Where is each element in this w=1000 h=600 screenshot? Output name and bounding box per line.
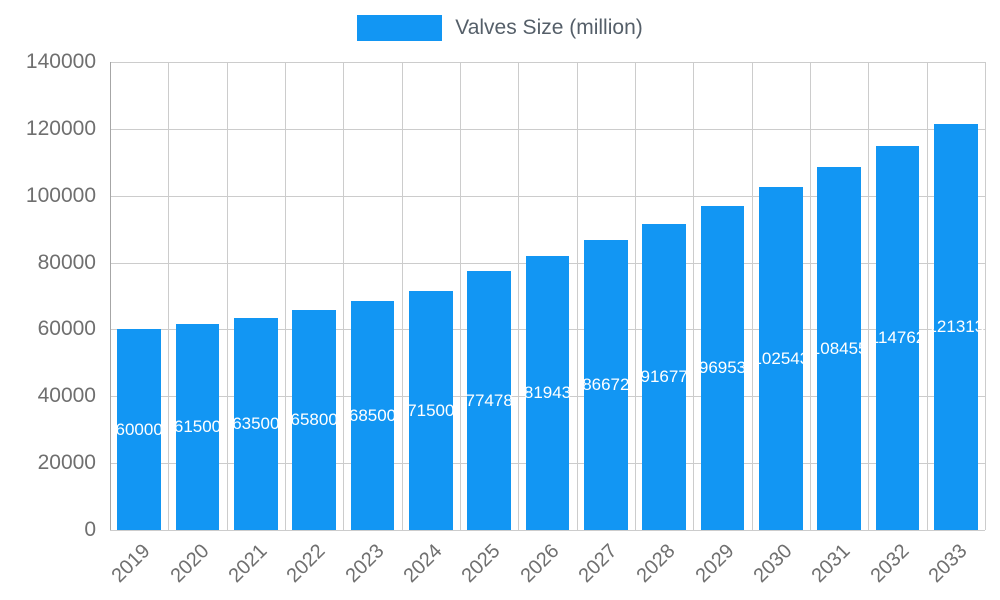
x-axis-tick-label: 2030: [749, 540, 797, 588]
legend-swatch-icon[interactable]: [357, 15, 443, 41]
v-gridline: [985, 62, 986, 530]
x-axis-tick-label: 2028: [632, 540, 680, 588]
bar-value-label: 68500: [348, 405, 397, 425]
bar-value-label: 77478: [465, 390, 513, 410]
bar: [583, 240, 628, 530]
bar-value-label: 61500: [173, 417, 222, 437]
v-gridline: [693, 62, 695, 530]
bar-value-label: 63500: [232, 413, 280, 433]
bar: [408, 291, 453, 530]
bar: [467, 271, 512, 530]
v-gridline: [635, 62, 636, 530]
x-axis-tick-label: 2021: [224, 540, 272, 588]
x-axis-tick-label: 2032: [866, 540, 914, 588]
v-gridline: [401, 62, 403, 530]
y-axis-tick-label: 40000: [37, 384, 96, 408]
bar: [292, 310, 337, 530]
x-axis-tick-label: 2020: [166, 540, 214, 588]
bar: [758, 187, 803, 530]
plot-area: 60000 61500 63500 65800 68500 71500 77478 81943…: [110, 62, 986, 531]
v-gridline: [576, 62, 578, 530]
v-gridline: [751, 62, 753, 530]
bar: [350, 301, 395, 530]
x-axis-tick-label: 2025: [457, 540, 505, 588]
y-axis-tick-label: 100000: [25, 183, 96, 207]
x-axis-tick-label: 2031: [807, 540, 855, 588]
y-axis-tick-label: 80000: [37, 250, 96, 274]
bar-value-label: 108455: [810, 338, 868, 358]
x-axis-tick-label: 2029: [691, 540, 739, 588]
h-gridline: [110, 62, 985, 63]
bar: [233, 317, 278, 530]
y-axis-tick-label: 60000: [37, 317, 96, 341]
v-gridline: [460, 62, 461, 530]
v-gridline: [168, 62, 170, 530]
bar-value-label: 102543: [752, 348, 810, 368]
x-axis-tick-label: 2033: [924, 540, 972, 588]
bar: [525, 256, 570, 530]
v-gridline: [518, 62, 520, 530]
v-gridline: [926, 62, 928, 530]
x-axis-tick-label: 2019: [107, 540, 155, 588]
bar: [642, 223, 687, 530]
h-gridline: [110, 195, 985, 197]
y-axis-tick-label: 0: [84, 518, 96, 541]
x-axis-tick-label: 2027: [574, 540, 622, 588]
legend[interactable]: Valves Size (million): [0, 15, 1000, 41]
v-gridline: [285, 62, 286, 530]
bar-value-label: 60000: [115, 419, 163, 439]
bar-value-label: 121313: [927, 317, 985, 337]
v-gridline: [343, 62, 345, 530]
h-gridline: [110, 530, 985, 531]
bar-value-label: 65800: [290, 410, 338, 430]
bar: [875, 146, 920, 530]
y-axis-tick-label: 120000: [25, 116, 96, 140]
bar-value-label: 86672: [582, 375, 630, 395]
bar-value-label: 91677: [640, 366, 688, 386]
bar-value-label: 71500: [407, 400, 455, 420]
legend-label[interactable]: Valves Size (million): [455, 16, 643, 39]
bar: [817, 167, 862, 530]
x-axis-tick-label: 2024: [399, 540, 447, 588]
x-axis-tick-label: 2026: [516, 540, 564, 588]
bar: [175, 324, 220, 530]
bar: [117, 329, 162, 530]
bar-value-label: 81943: [523, 383, 572, 403]
v-gridline: [868, 62, 870, 530]
x-axis-tick-label: 2022: [282, 540, 330, 588]
y-axis-tick-label: 140000: [25, 50, 96, 73]
h-gridline: [110, 128, 985, 130]
v-gridline: [226, 62, 228, 530]
bar: [700, 205, 745, 530]
bar-value-label: 96953: [698, 357, 747, 377]
x-axis-tick-label: 2023: [341, 540, 389, 588]
bar-value-label: 114762: [869, 328, 926, 348]
y-axis-line: [110, 62, 111, 530]
bar: [933, 124, 978, 530]
v-gridline: [810, 62, 811, 530]
y-axis-tick-label: 20000: [37, 451, 96, 475]
